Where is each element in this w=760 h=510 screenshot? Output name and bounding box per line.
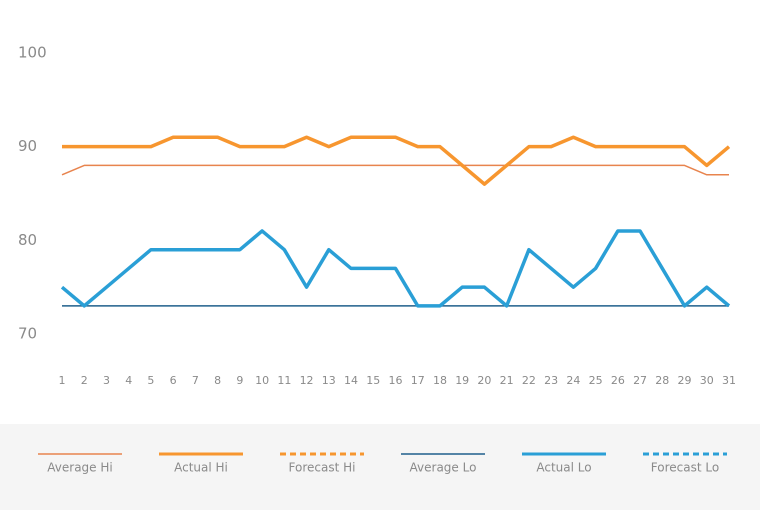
x-tick-label: 4 xyxy=(125,374,132,387)
legend-label: Forecast Hi xyxy=(289,461,356,475)
legend-label: Average Lo xyxy=(410,461,477,475)
x-tick-label: 3 xyxy=(103,374,110,387)
legend-label: Average Hi xyxy=(47,461,112,475)
x-tick-label: 18 xyxy=(433,374,447,387)
legend-background xyxy=(0,424,760,510)
x-tick-label: 1 xyxy=(59,374,66,387)
series-line xyxy=(61,164,729,176)
x-tick-label: 7 xyxy=(192,374,199,387)
x-tick-label: 10 xyxy=(255,374,269,387)
x-tick-label: 28 xyxy=(655,374,669,387)
x-tick-label: 15 xyxy=(366,374,380,387)
x-tick-label: 13 xyxy=(322,374,336,387)
x-tick-label: 19 xyxy=(455,374,469,387)
y-tick-label: 100 xyxy=(18,44,47,62)
x-tick-label: 20 xyxy=(477,374,491,387)
x-tick-label: 16 xyxy=(389,374,403,387)
x-tick-label: 22 xyxy=(522,374,536,387)
y-tick-label: 80 xyxy=(18,231,37,249)
x-tick-label: 27 xyxy=(633,374,647,387)
x-tick-label: 6 xyxy=(170,374,177,387)
x-tick-label: 14 xyxy=(344,374,358,387)
series-line xyxy=(62,135,731,186)
y-tick-label: 70 xyxy=(18,325,37,343)
x-tick-label: 29 xyxy=(678,374,692,387)
series-line xyxy=(60,229,731,308)
x-tick-label: 26 xyxy=(611,374,625,387)
x-tick-label: 5 xyxy=(147,374,154,387)
x-tick-label: 24 xyxy=(566,374,580,387)
legend-label: Actual Hi xyxy=(174,461,228,475)
x-tick-label: 8 xyxy=(214,374,221,387)
legend-label: Actual Lo xyxy=(536,461,591,475)
x-tick-label: 17 xyxy=(411,374,425,387)
x-tick-label: 31 xyxy=(722,374,736,387)
x-tick-label: 2 xyxy=(81,374,88,387)
x-tick-label: 30 xyxy=(700,374,714,387)
x-tick-label: 12 xyxy=(300,374,314,387)
x-tick-label: 9 xyxy=(236,374,243,387)
legend-label: Forecast Lo xyxy=(651,461,719,475)
y-tick-label: 90 xyxy=(18,137,37,155)
x-tick-label: 23 xyxy=(544,374,558,387)
x-tick-label: 11 xyxy=(277,374,291,387)
x-tick-label: 25 xyxy=(589,374,603,387)
x-tick-label: 21 xyxy=(500,374,514,387)
